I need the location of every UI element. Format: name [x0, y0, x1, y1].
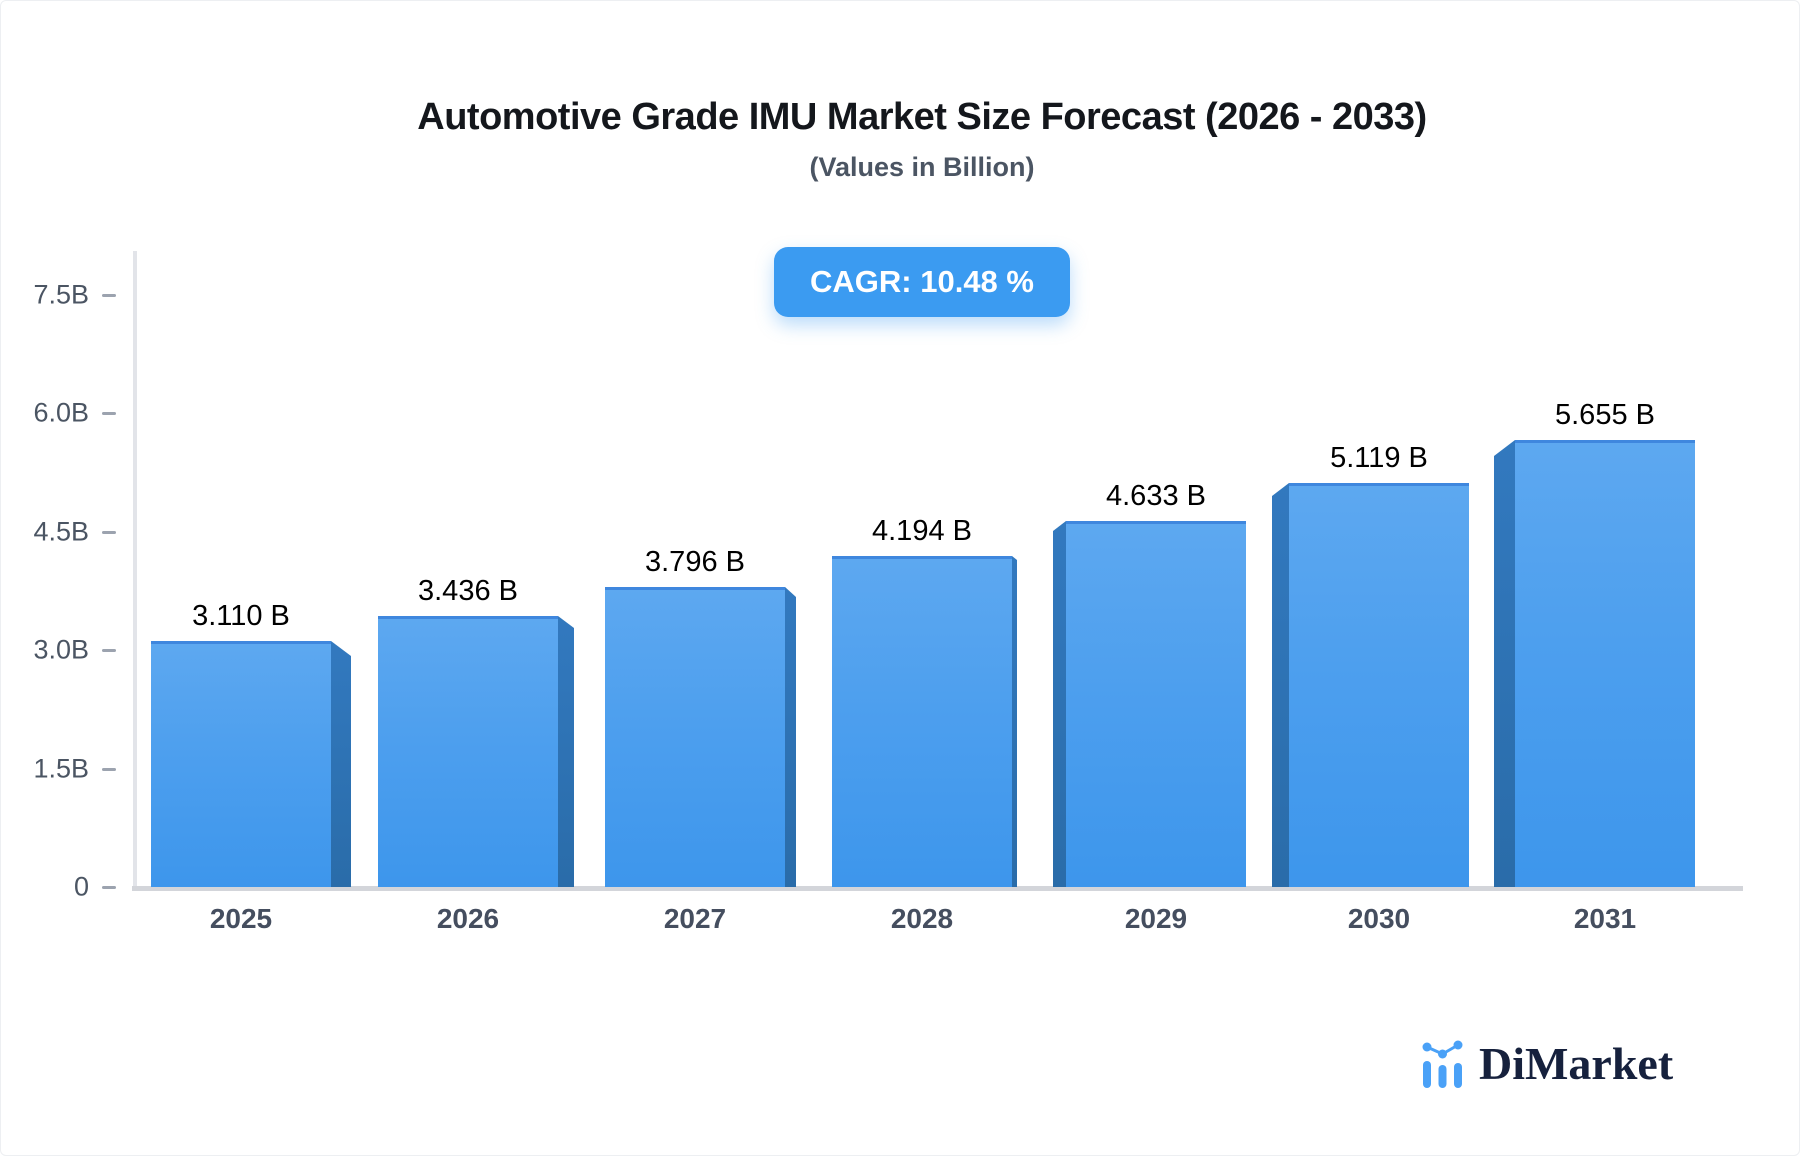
bar-value-label: 5.655 B — [1555, 399, 1655, 431]
x-axis-label-2026: 2026 — [436, 903, 500, 934]
y-axis-tick — [102, 767, 116, 771]
bar-value-label: 5.119 B — [1330, 442, 1428, 474]
x-axis-label-2027: 2027 — [663, 903, 727, 934]
y-axis-line — [133, 251, 137, 889]
bar-side-face — [785, 587, 796, 887]
y-axis-label: 3.0B — [33, 634, 89, 665]
y-axis-label: 6.0B — [33, 397, 89, 428]
y-axis-label: 4.5B — [33, 516, 89, 546]
bar-2027[interactable] — [605, 587, 785, 887]
x-axis-label-2028: 2028 — [890, 903, 954, 934]
brand-logo: DiMarket — [1421, 1039, 1673, 1089]
brand-name: DiMarket — [1479, 1038, 1674, 1089]
y-axis-tick — [102, 649, 116, 652]
bar-side-face — [1012, 556, 1017, 887]
y-axis-label: 0 — [73, 871, 89, 902]
bar-side-face — [1053, 521, 1066, 887]
y-axis-tick — [102, 412, 116, 415]
bar-value-label: 3.796 B — [645, 546, 745, 578]
y-axis-tick — [102, 886, 116, 889]
y-axis-label: 7.5B — [33, 279, 89, 309]
bar-chart-icon — [1422, 1040, 1463, 1088]
y-axis-tick — [102, 530, 116, 534]
cagr-badge: CAGR: 10.48 % — [774, 247, 1070, 317]
bar-value-label: 4.194 B — [872, 515, 972, 547]
x-axis-label-2025: 2025 — [209, 903, 273, 934]
chart-title: Automotive Grade IMU Market Size Forecas… — [417, 96, 1427, 138]
bar-value-label: 4.633 B — [1106, 480, 1206, 512]
bar-2030[interactable] — [1289, 483, 1469, 887]
bar-side-face — [558, 616, 574, 887]
bar-2026[interactable] — [378, 616, 558, 887]
bar-2029[interactable] — [1066, 521, 1246, 887]
bar-value-label: 3.436 B — [418, 575, 518, 607]
chart-subtitle: (Values in Billion) — [809, 152, 1035, 182]
chart-header: Automotive Grade IMU Market Size Forecas… — [101, 1, 1743, 317]
bar-2025[interactable] — [151, 641, 331, 887]
x-axis-label-2029: 2029 — [1124, 903, 1188, 934]
x-axis-label-2030: 2030 — [1347, 903, 1411, 934]
bar-2028[interactable] — [832, 556, 1012, 887]
bar-value-label: 3.110 B — [192, 600, 290, 632]
bar-2031[interactable] — [1515, 440, 1695, 887]
x-axis-line — [132, 886, 1743, 891]
y-axis-tick — [102, 293, 116, 297]
y-axis-label: 1.5B — [33, 753, 89, 783]
x-axis-label-2031: 2031 — [1573, 903, 1637, 934]
bar-side-face — [331, 641, 351, 887]
bar-side-face — [1494, 440, 1515, 887]
bar-side-face — [1272, 483, 1289, 887]
